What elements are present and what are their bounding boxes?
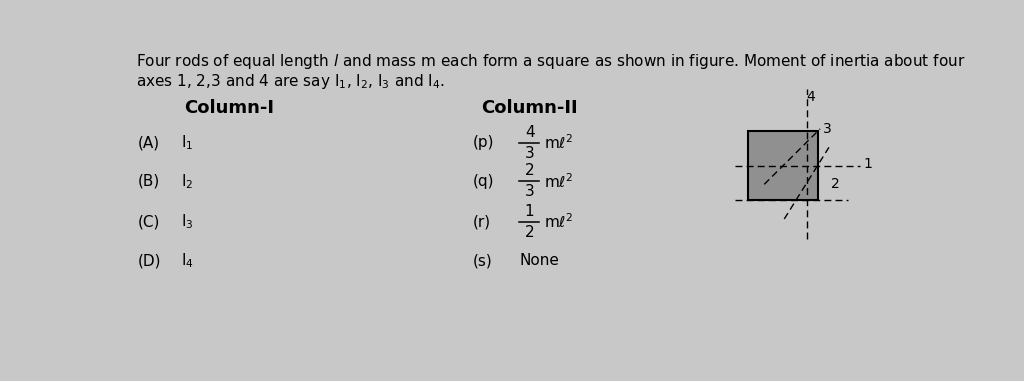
Text: m$\ell$$^2$: m$\ell$$^2$: [544, 172, 573, 190]
Text: I$_{2}$: I$_{2}$: [180, 172, 194, 190]
Text: I$_{1}$: I$_{1}$: [180, 133, 194, 152]
Text: (s): (s): [473, 253, 493, 268]
Text: (B): (B): [137, 174, 160, 189]
Text: 3: 3: [823, 122, 831, 136]
Text: 4: 4: [806, 90, 815, 104]
Text: I$_{4}$: I$_{4}$: [180, 251, 194, 270]
Text: (D): (D): [137, 253, 161, 268]
Text: 1: 1: [524, 204, 535, 219]
Text: None: None: [519, 253, 559, 268]
Text: (r): (r): [473, 215, 490, 229]
Text: 2: 2: [524, 225, 535, 240]
Text: 3: 3: [524, 146, 535, 161]
Text: 4: 4: [524, 125, 535, 140]
Polygon shape: [748, 131, 818, 200]
Text: (C): (C): [137, 215, 160, 229]
Text: Column-II: Column-II: [480, 99, 578, 117]
Text: 1: 1: [863, 157, 872, 171]
Text: m$\ell$$^2$: m$\ell$$^2$: [544, 133, 573, 152]
Text: (p): (p): [473, 135, 495, 150]
Text: Column-I: Column-I: [183, 99, 273, 117]
Text: Four rods of equal length $\it{l}$ and mass m each form a square as shown in fig: Four rods of equal length $\it{l}$ and m…: [136, 52, 966, 71]
Text: 2: 2: [524, 163, 535, 178]
Text: axes 1, 2,3 and 4 are say I$_1$, I$_2$, I$_3$ and I$_4$.: axes 1, 2,3 and 4 are say I$_1$, I$_2$, …: [136, 72, 444, 91]
Text: 2: 2: [831, 176, 840, 190]
Text: (q): (q): [473, 174, 495, 189]
Text: 3: 3: [524, 184, 535, 199]
Text: I$_{3}$: I$_{3}$: [180, 213, 194, 231]
Text: (A): (A): [137, 135, 160, 150]
Text: m$\ell$$^2$: m$\ell$$^2$: [544, 213, 573, 231]
